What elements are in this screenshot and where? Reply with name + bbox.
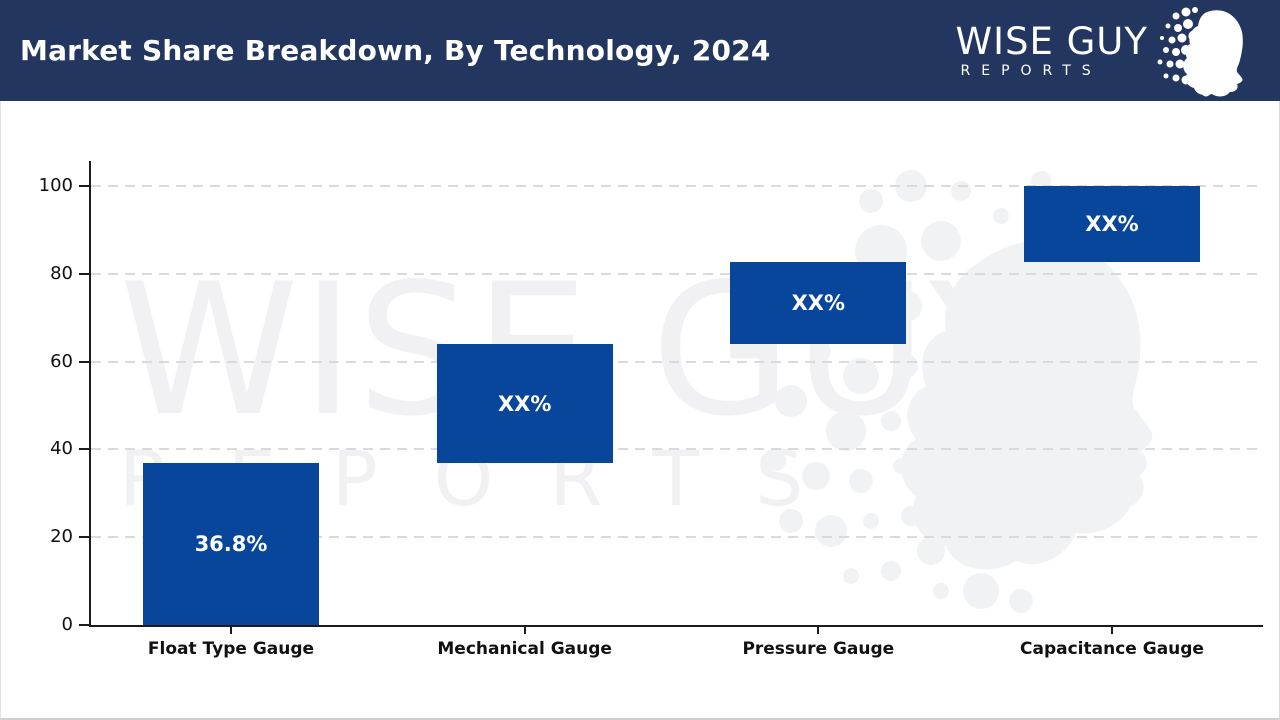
y-tick-label: 0	[61, 614, 73, 635]
x-tick-label: Capacitance Gauge	[1020, 639, 1204, 659]
logo-face-icon	[1157, 6, 1243, 96]
bar-value-label: XX%	[1085, 212, 1139, 237]
wise-guy-logo: WISE GUY REPORTS	[956, 2, 1254, 100]
y-tick-mark	[79, 624, 89, 626]
y-gridline	[91, 272, 1263, 275]
y-tick-mark	[79, 536, 89, 539]
y-gridline	[91, 360, 1263, 363]
y-gridline	[91, 185, 1263, 187]
page-title: Market Share Breakdown, By Technology, 2…	[20, 34, 771, 67]
x-tick-label: Mechanical Gauge	[437, 639, 612, 659]
y-axis-line	[89, 161, 91, 627]
x-axis-line	[89, 625, 1263, 627]
y-tick-mark	[79, 360, 89, 363]
x-tick-mark	[523, 627, 526, 634]
y-tick-label: 40	[50, 438, 73, 460]
header-banner: Market Share Breakdown, By Technology, 2…	[0, 0, 1280, 101]
y-tick-label: 20	[50, 526, 73, 548]
bar-segment: XX%	[436, 344, 613, 464]
chart-canvas: WISE GUY REPORTS	[0, 101, 1280, 720]
bar-value-label: XX%	[791, 291, 846, 316]
y-tick-label: 60	[50, 350, 73, 372]
y-tick-mark	[79, 185, 89, 187]
x-tick-label: Float Type Gauge	[147, 639, 315, 659]
x-tick-mark	[230, 627, 232, 634]
bar-segment: XX%	[1024, 186, 1200, 263]
logo-text: WISE GUY REPORTS	[956, 23, 1148, 78]
y-gridline	[91, 536, 1263, 539]
logo-subtitle: REPORTS	[960, 63, 1102, 79]
plot-area: 0 20 40 60 80 100 36.8% Float Type Gauge XX% Mech…	[1, 101, 1279, 718]
y-tick-mark	[79, 448, 89, 451]
bar-segment: 36.8%	[143, 463, 319, 625]
bar-segment: XX%	[730, 262, 907, 345]
y-tick-label: 100	[38, 175, 73, 196]
logo-wordmark: WISE GUY	[955, 20, 1148, 63]
x-tick-mark	[1111, 627, 1113, 634]
y-tick-label: 80	[50, 262, 73, 284]
y-tick-mark	[79, 272, 89, 275]
bar-value-label: 36.8%	[194, 532, 268, 557]
x-tick-mark	[817, 627, 820, 634]
bar-value-label: XX%	[497, 391, 552, 416]
y-gridline	[91, 448, 1263, 451]
x-tick-label: Pressure Gauge	[742, 639, 895, 659]
